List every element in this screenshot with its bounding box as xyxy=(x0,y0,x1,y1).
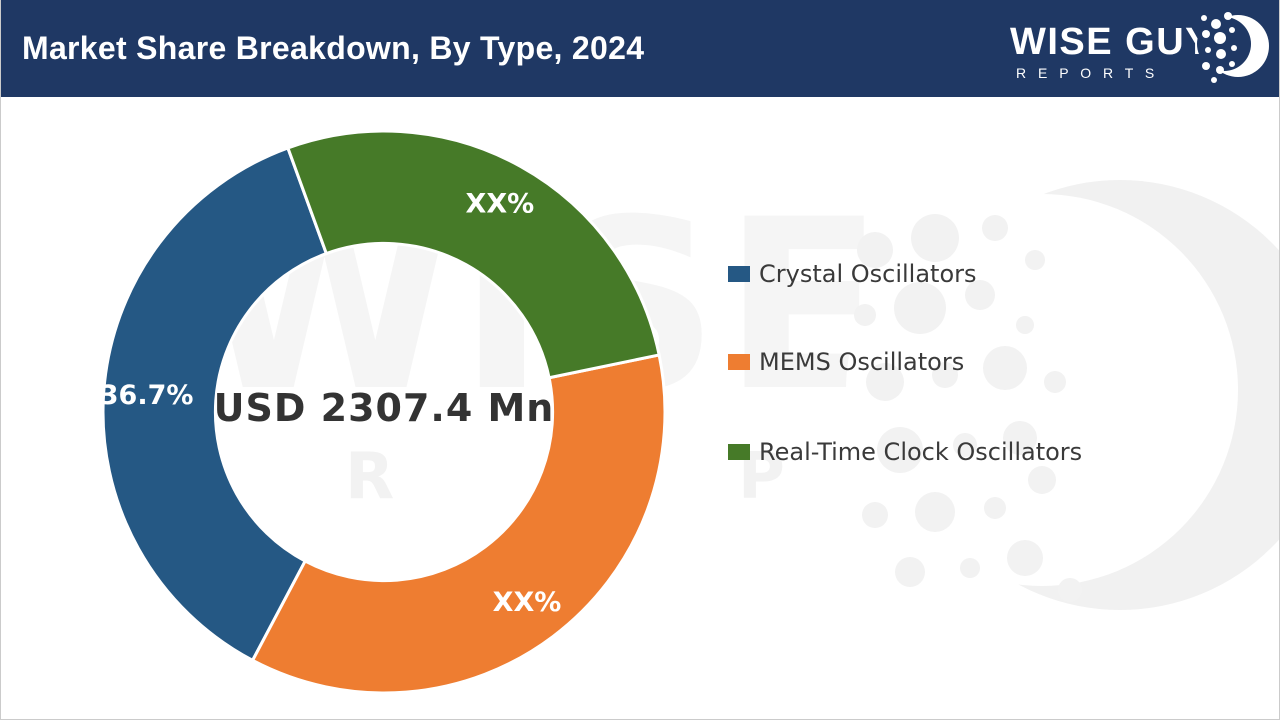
legend-swatch-rtc xyxy=(728,444,750,460)
slice-percent-label: XX% xyxy=(466,189,535,220)
legend-label: Crystal Oscillators xyxy=(759,260,977,288)
wedge-real-time-clock-oscillators xyxy=(286,129,661,380)
legend-swatch-mems xyxy=(728,354,750,370)
legend-swatch-crystal xyxy=(728,266,750,282)
wedge-mems-oscillators xyxy=(251,353,667,695)
chart-center-value: USD 2307.4 Mn xyxy=(213,386,555,430)
slice-percent-label: 36.7% xyxy=(100,380,194,411)
legend-label: MEMS Oscillators xyxy=(759,348,965,376)
legend-label: Real-Time Clock Oscillators xyxy=(759,438,1083,466)
logo-face-icon xyxy=(1197,12,1269,83)
page-title: Market Share Breakdown, By Type, 2024 xyxy=(22,30,645,66)
logo-subtitle: R E P O R T S xyxy=(1016,65,1158,81)
header-bar: Market Share Breakdown, By Type, 2024 WI… xyxy=(0,0,1280,97)
wise-guy-logo: WISE GUY R E P O R T S xyxy=(1010,12,1269,83)
slice-percent-label: XX% xyxy=(493,587,562,618)
legend-item-real-time-clock-oscillators: Real-Time Clock Oscillators xyxy=(728,437,1082,467)
legend-item-mems-oscillators: MEMS Oscillators xyxy=(728,347,964,377)
wedge-crystal-oscillators xyxy=(101,146,328,662)
legend-item-crystal-oscillators: Crystal Oscillators xyxy=(728,259,977,289)
logo-wordmark: WISE GUY xyxy=(1010,21,1212,63)
